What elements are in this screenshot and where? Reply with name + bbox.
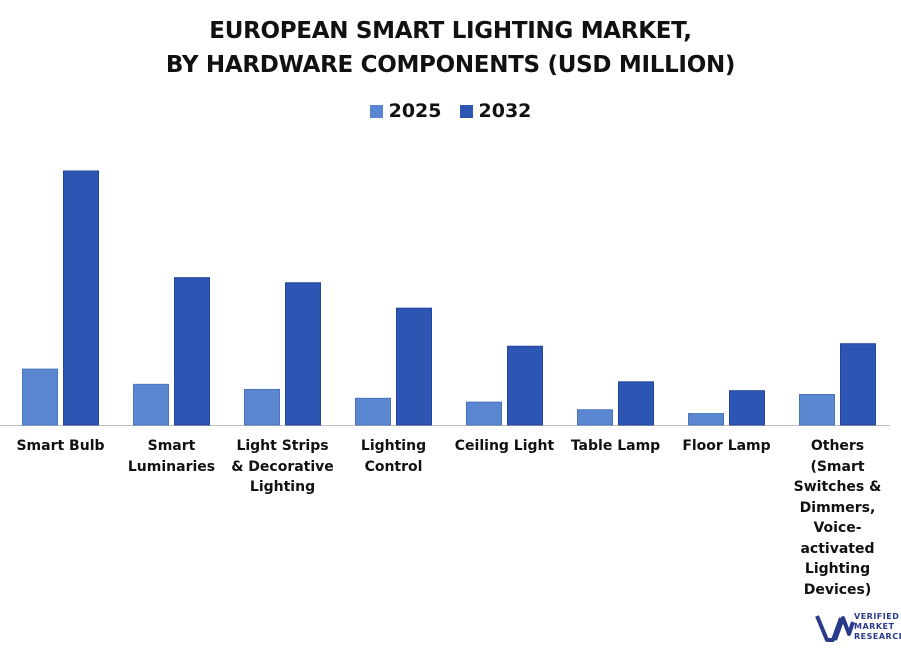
bar-2025-5 — [577, 409, 613, 426]
bar-2025-1 — [133, 383, 169, 426]
category-label-6: Floor Lamp — [682, 438, 771, 454]
bar-2025-0 — [22, 368, 58, 426]
category-label-2: Light Strips & Decorative Lighting — [231, 438, 334, 495]
bar-2025-7 — [799, 394, 835, 426]
legend-swatch-2025 — [369, 104, 383, 118]
bar-2032-7 — [840, 343, 876, 426]
logo-text-verified: VERIFIED — [854, 612, 900, 621]
legend-item-2025: 2025 — [369, 100, 442, 122]
category-label-0: Smart Bulb — [16, 438, 105, 454]
legend-item-2032: 2032 — [459, 100, 532, 122]
legend-swatch-2032 — [459, 104, 473, 118]
chart-legend: 2025 2032 — [0, 100, 901, 122]
chart-title-line-2: BY HARDWARE COMPONENTS (USD MILLION) — [165, 52, 736, 78]
bar-2032-6 — [729, 390, 765, 426]
logo-text-market: MARKET — [854, 622, 895, 631]
bar-2032-1 — [174, 277, 210, 426]
category-label-4: Ceiling Light — [454, 438, 555, 454]
chart-title-line-1: EUROPEAN SMART LIGHTING MARKET, — [209, 18, 692, 44]
category-label-3: Lighting Control — [360, 438, 427, 475]
bar-2032-5 — [618, 381, 654, 426]
verified-market-research-logo — [815, 615, 855, 642]
bar-2025-2 — [244, 388, 280, 426]
category-label-7: Others (Smart Switches & Dimmers, Voice-… — [793, 438, 882, 598]
legend-label-2032: 2032 — [478, 100, 532, 122]
chart-title: EUROPEAN SMART LIGHTING MARKET, BY HARDW… — [0, 14, 901, 82]
logo-text-research: RESEARCH — [854, 632, 901, 641]
bar-2025-3 — [355, 397, 391, 426]
category-label-1: Smart Luminaries — [127, 438, 216, 475]
bar-2032-4 — [507, 345, 543, 426]
bar-2032-2 — [285, 282, 321, 426]
bar-2025-6 — [688, 413, 724, 426]
bar-2032-3 — [396, 307, 432, 426]
category-label-5: Table Lamp — [570, 438, 661, 454]
bar-2025-4 — [466, 401, 502, 426]
bar-2032-0 — [63, 170, 99, 426]
logo-text: VERIFIED MARKET RESEARCH — [854, 612, 901, 642]
legend-label-2025: 2025 — [388, 100, 442, 122]
